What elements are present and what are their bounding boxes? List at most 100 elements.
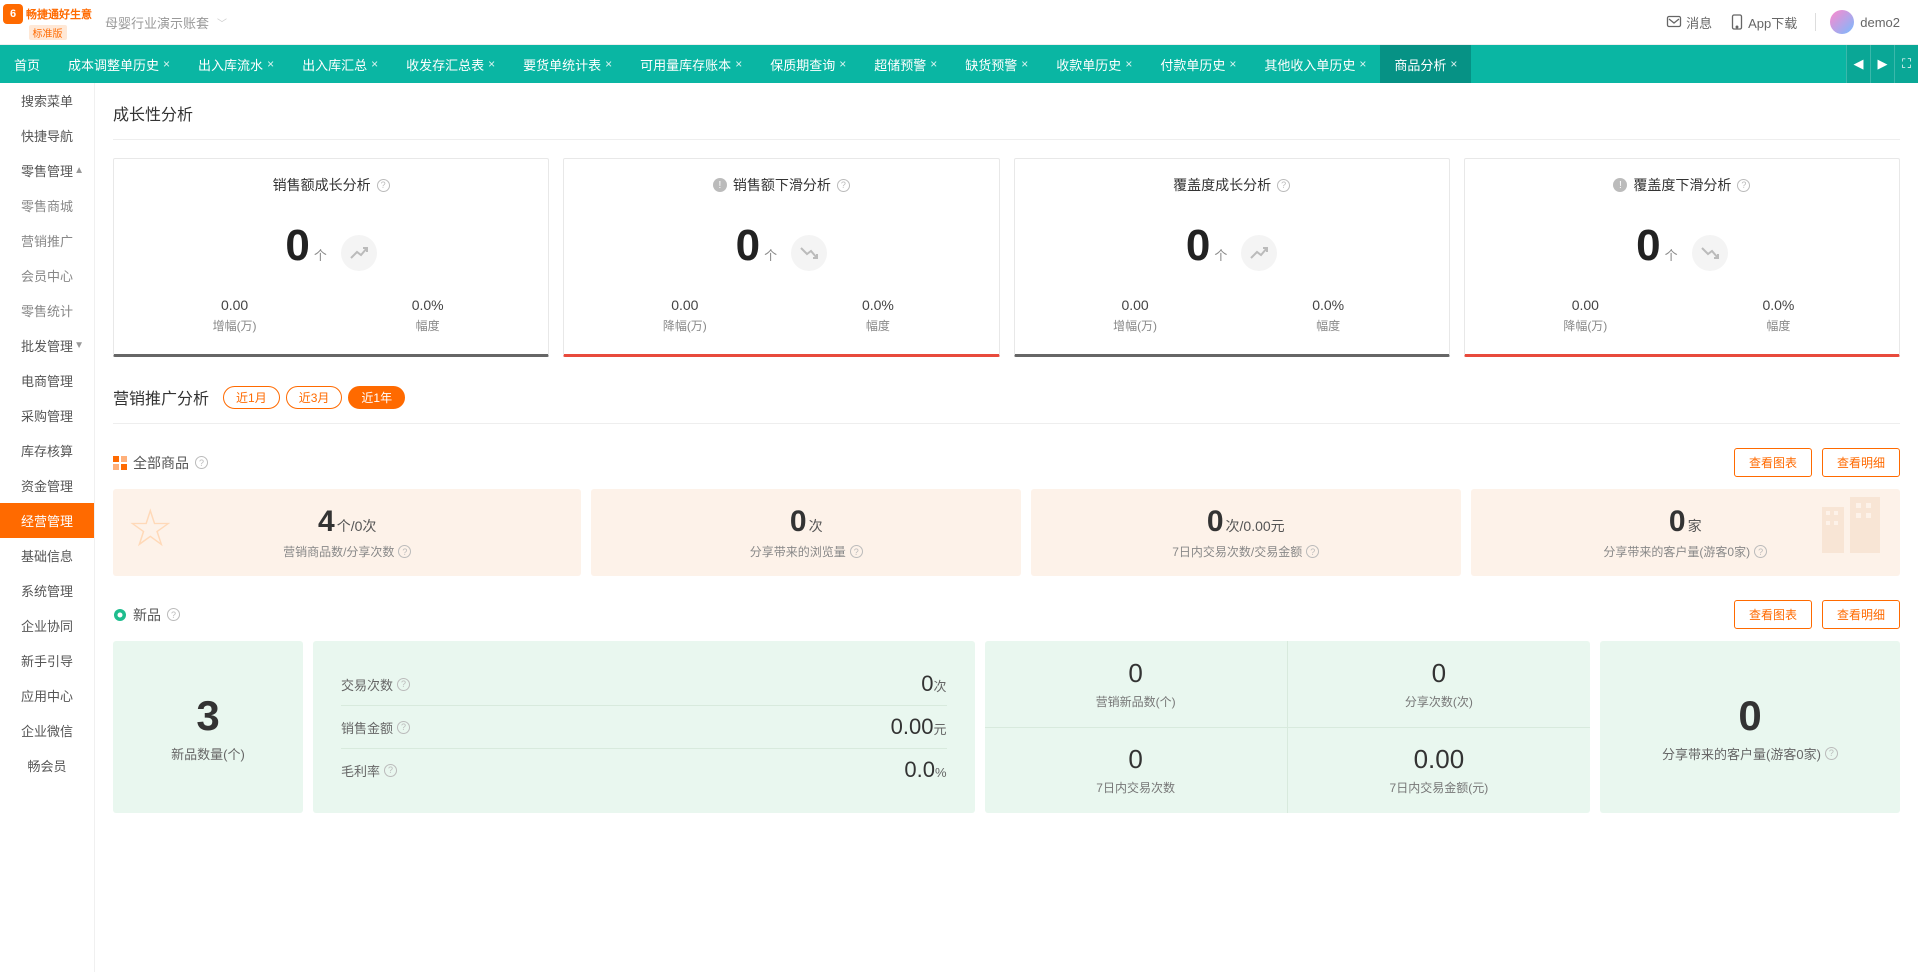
sidebar-item[interactable]: 电商管理 bbox=[0, 363, 94, 398]
tab-next[interactable]: ▶ bbox=[1870, 45, 1894, 83]
close-icon[interactable]: × bbox=[267, 57, 274, 71]
account-selector[interactable]: 母婴行业演示账套 ﹀ bbox=[95, 13, 295, 32]
info-icon[interactable]: ? bbox=[1306, 545, 1319, 558]
view-detail-button[interactable]: 查看明细 bbox=[1822, 448, 1900, 477]
sidebar-item[interactable]: 企业协同 bbox=[0, 608, 94, 643]
time-pills: 近1月近3月近1年 bbox=[223, 386, 411, 409]
sidebar-item[interactable]: 库存核算 bbox=[0, 433, 94, 468]
sidebar-item[interactable]: 应用中心 bbox=[0, 678, 94, 713]
info-icon[interactable]: ? bbox=[850, 545, 863, 558]
info-icon[interactable]: ? bbox=[397, 721, 410, 734]
fullscreen-button[interactable]: ⛶ bbox=[1894, 45, 1918, 83]
tab[interactable]: 商品分析× bbox=[1380, 45, 1471, 83]
tab[interactable]: 要货单统计表× bbox=[509, 45, 626, 83]
close-icon[interactable]: × bbox=[371, 57, 378, 71]
close-icon[interactable]: × bbox=[1229, 57, 1236, 71]
close-icon[interactable]: × bbox=[605, 57, 612, 71]
new-icon bbox=[113, 608, 127, 622]
sidebar-item[interactable]: 批发管理▼ bbox=[0, 328, 94, 363]
close-icon[interactable]: × bbox=[1021, 57, 1028, 71]
all-goods-title: 全部商品 bbox=[133, 453, 189, 473]
new-prod-grid-card: 0营销新品数(个)0分享次数(次) 07日内交易次数0.007日内交易金额(元) bbox=[985, 641, 1591, 813]
info-icon[interactable]: ? bbox=[195, 456, 208, 469]
growth-card[interactable]: !销售额下滑分析?0个0.00降幅(万)0.0%幅度 bbox=[563, 158, 999, 357]
user-menu[interactable]: demo2 bbox=[1830, 10, 1900, 34]
close-icon[interactable]: × bbox=[1359, 57, 1366, 71]
marketing-card-1[interactable]: ☆ 4个/0次 营销商品数/分享次数? bbox=[113, 489, 581, 576]
sidebar-item[interactable]: 企业微信 bbox=[0, 713, 94, 748]
sidebar-item[interactable]: 会员中心 bbox=[0, 258, 94, 293]
avatar bbox=[1830, 10, 1854, 34]
growth-card[interactable]: 覆盖度成长分析?0个0.00增幅(万)0.0%幅度 bbox=[1014, 158, 1450, 357]
sidebar-item[interactable]: 经营管理 bbox=[0, 503, 94, 538]
sidebar-item[interactable]: 系统管理 bbox=[0, 573, 94, 608]
time-pill[interactable]: 近1年 bbox=[348, 386, 405, 409]
close-icon[interactable]: × bbox=[839, 57, 846, 71]
app-download-button[interactable]: App下载 bbox=[1730, 13, 1797, 32]
tab-prev[interactable]: ◀ bbox=[1846, 45, 1870, 83]
growth-card[interactable]: 销售额成长分析?0个0.00增幅(万)0.0%幅度 bbox=[113, 158, 549, 357]
tab[interactable]: 成本调整单历史× bbox=[54, 45, 184, 83]
close-icon[interactable]: × bbox=[1450, 57, 1457, 71]
marketing-card-4[interactable]: 0家 分享带来的客户量(游客0家)? bbox=[1471, 489, 1901, 576]
metric-row: 销售金额?0.00元 bbox=[341, 706, 947, 749]
grid-cell: 0.007日内交易金额(元) bbox=[1287, 728, 1590, 814]
sidebar-item[interactable]: 零售统计 bbox=[0, 293, 94, 328]
sidebar-item[interactable]: 搜索菜单 bbox=[0, 83, 94, 118]
tab[interactable]: 付款单历史× bbox=[1146, 45, 1250, 83]
info-icon[interactable]: ? bbox=[1277, 179, 1290, 192]
info-icon[interactable]: ? bbox=[1754, 545, 1767, 558]
sidebar-item[interactable]: 营销推广 bbox=[0, 223, 94, 258]
logo-area[interactable]: 6 畅捷通好生意 标准版 bbox=[0, 4, 95, 40]
tab[interactable]: 可用量库存账本× bbox=[626, 45, 756, 83]
tab[interactable]: 出入库汇总× bbox=[288, 45, 392, 83]
time-pill[interactable]: 近3月 bbox=[286, 386, 343, 409]
close-icon[interactable]: × bbox=[1125, 57, 1132, 71]
view-detail-button[interactable]: 查看明细 bbox=[1822, 600, 1900, 629]
close-icon[interactable]: × bbox=[930, 57, 937, 71]
info-icon[interactable]: ? bbox=[398, 545, 411, 558]
all-goods-header: 全部商品 ? 查看图表 查看明细 bbox=[113, 448, 1900, 477]
view-chart-button[interactable]: 查看图表 bbox=[1734, 600, 1812, 629]
tab[interactable]: 首页 bbox=[0, 45, 54, 83]
marketing-card-3[interactable]: 0次/0.00元 7日内交易次数/交易金额? bbox=[1031, 489, 1461, 576]
tab[interactable]: 出入库流水× bbox=[184, 45, 288, 83]
tab[interactable]: 保质期查询× bbox=[756, 45, 860, 83]
sidebar-item[interactable]: 零售管理▲ bbox=[0, 153, 94, 188]
tab[interactable]: 其他收入单历史× bbox=[1250, 45, 1380, 83]
sidebar-item[interactable]: 零售商城 bbox=[0, 188, 94, 223]
sidebar-item[interactable]: 资金管理 bbox=[0, 468, 94, 503]
sidebar-item[interactable]: 快捷导航 bbox=[0, 118, 94, 153]
logo-icon: 6 bbox=[3, 4, 23, 24]
marketing-card-2[interactable]: 0次 分享带来的浏览量? bbox=[591, 489, 1021, 576]
warn-icon: ! bbox=[713, 178, 727, 192]
tab[interactable]: 收发存汇总表× bbox=[392, 45, 509, 83]
growth-card[interactable]: !覆盖度下滑分析?0个0.00降幅(万)0.0%幅度 bbox=[1464, 158, 1900, 357]
building-icon bbox=[1816, 497, 1886, 553]
close-icon[interactable]: × bbox=[488, 57, 495, 71]
logo-badge: 标准版 bbox=[29, 25, 67, 40]
close-icon[interactable]: × bbox=[735, 57, 742, 71]
info-icon[interactable]: ? bbox=[377, 179, 390, 192]
view-chart-button[interactable]: 查看图表 bbox=[1734, 448, 1812, 477]
info-icon[interactable]: ? bbox=[167, 608, 180, 621]
new-prod-title: 新品 bbox=[133, 605, 161, 625]
tab[interactable]: 收款单历史× bbox=[1042, 45, 1146, 83]
tab[interactable]: 缺货预警× bbox=[951, 45, 1042, 83]
info-icon[interactable]: ? bbox=[1737, 179, 1750, 192]
sidebar-item[interactable]: 基础信息 bbox=[0, 538, 94, 573]
new-prod-customers-card[interactable]: 0 分享带来的客户量(游客0家)? bbox=[1600, 641, 1900, 813]
messages-button[interactable]: 消息 bbox=[1666, 13, 1712, 32]
info-icon[interactable]: ? bbox=[384, 764, 397, 777]
sidebar-item[interactable]: 新手引导 bbox=[0, 643, 94, 678]
trend-icon bbox=[1241, 235, 1277, 271]
new-prod-count-card[interactable]: 3 新品数量(个) bbox=[113, 641, 303, 813]
sidebar-item[interactable]: 畅会员 bbox=[0, 748, 94, 783]
tab[interactable]: 超储预警× bbox=[860, 45, 951, 83]
close-icon[interactable]: × bbox=[163, 57, 170, 71]
info-icon[interactable]: ? bbox=[837, 179, 850, 192]
info-icon[interactable]: ? bbox=[1825, 747, 1838, 760]
sidebar-item[interactable]: 采购管理 bbox=[0, 398, 94, 433]
info-icon[interactable]: ? bbox=[397, 678, 410, 691]
time-pill[interactable]: 近1月 bbox=[223, 386, 280, 409]
